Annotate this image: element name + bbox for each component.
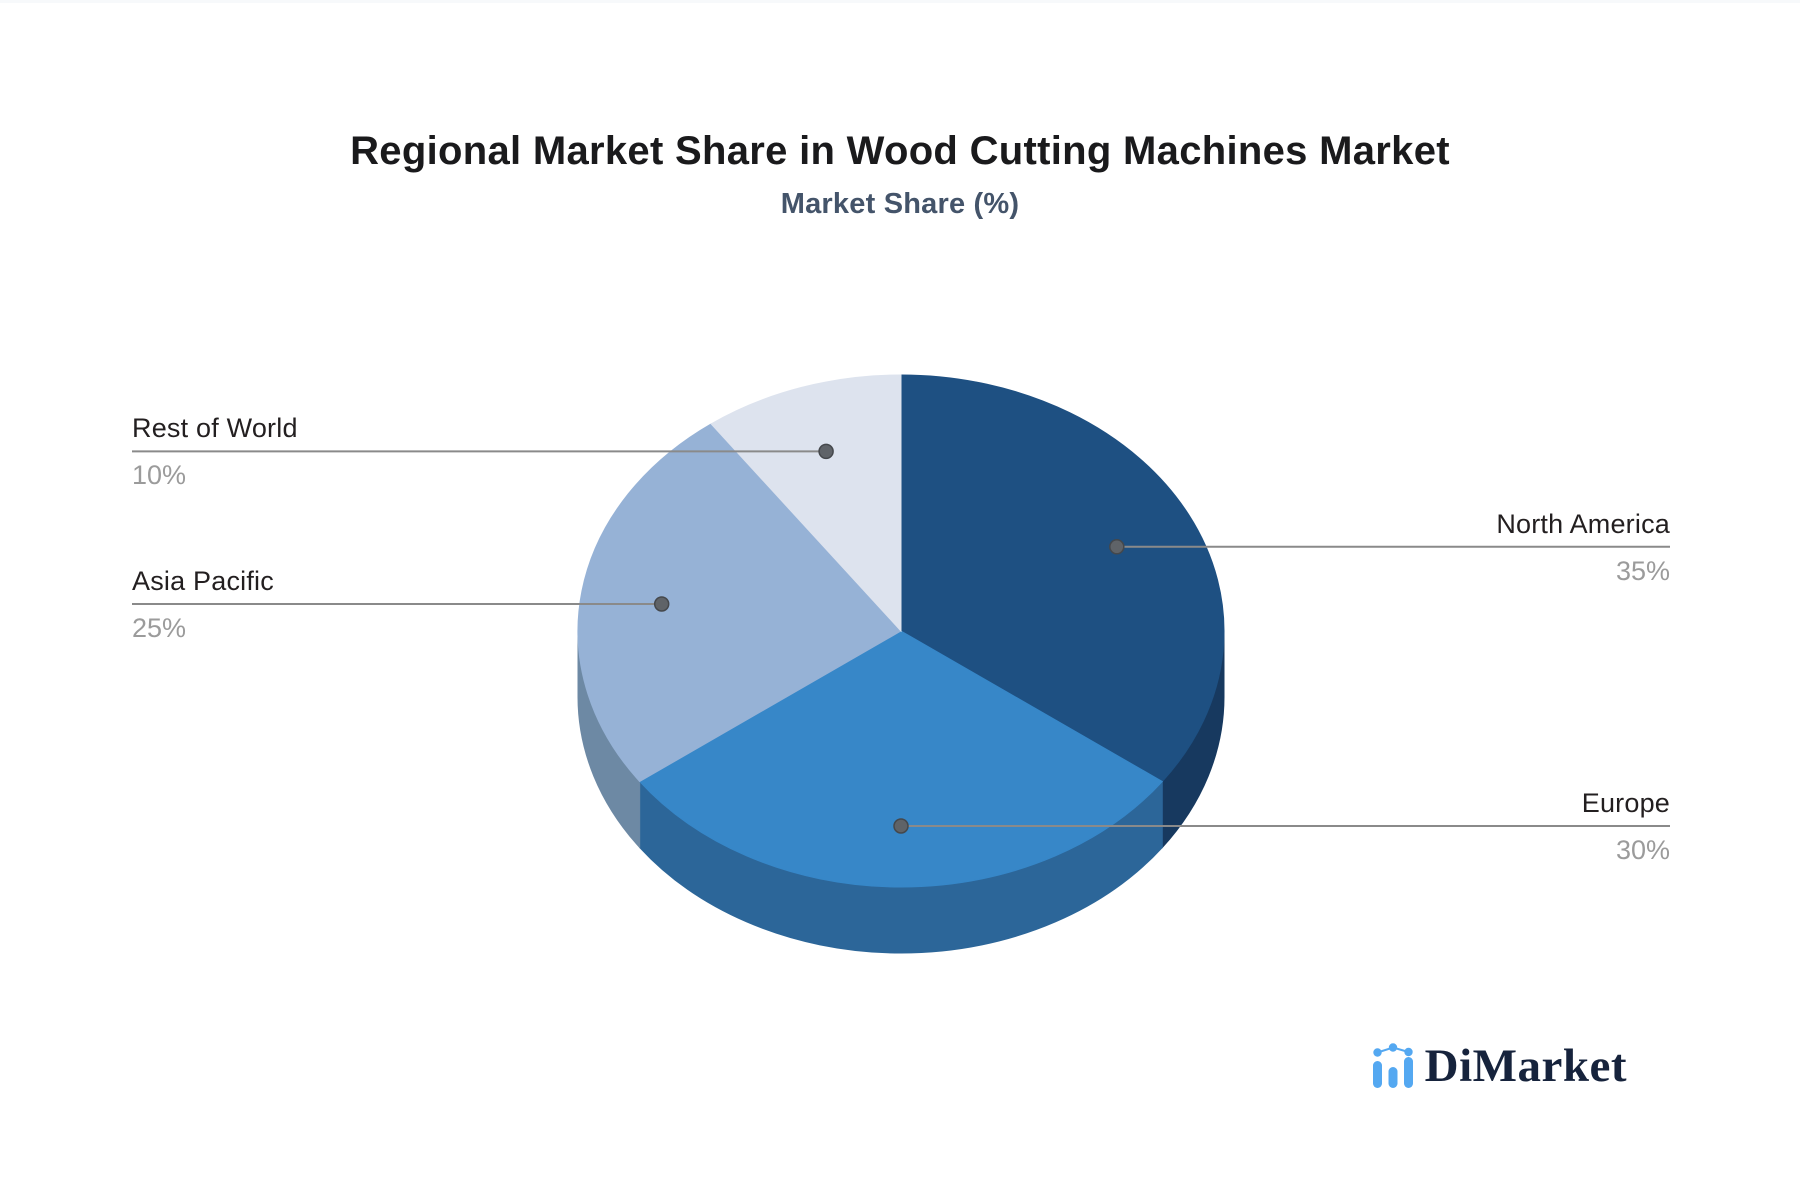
logo-wordmark: DiMarket: [1424, 1040, 1627, 1092]
dimarket-logo: DiMarket: [1371, 1040, 1627, 1092]
pie-slice-rest-of-world: [710, 374, 902, 633]
callout-value: 35%: [1615, 556, 1670, 586]
callout-label: North America: [1496, 509, 1670, 539]
chart-title: Regional Market Share in Wood Cutting Ma…: [350, 129, 1450, 173]
anchor-dot-north-america: [1109, 539, 1125, 555]
callout-value: 25%: [132, 613, 187, 643]
chart-subtitle: Market Share (%): [780, 188, 1020, 220]
callout-value: 30%: [1615, 835, 1670, 865]
pie-slice-north-america: [900, 374, 1225, 783]
callout-value: 10%: [132, 460, 187, 490]
anchor-dot-europe: [893, 818, 909, 834]
pie-slice-europe: [638, 630, 1164, 888]
anchor-dot-asia-pacific: [653, 596, 670, 612]
page-top-edge: [0, 0, 1800, 3]
bar-line-chart-icon: [1372, 1043, 1413, 1088]
callout-label: Asia Pacific: [132, 566, 274, 596]
callout-label: Europe: [1581, 788, 1670, 818]
anchor-dot-rest-of-world: [818, 443, 834, 460]
callout-label: Rest of World: [132, 413, 298, 443]
pie-slice-asia-pacific: [577, 423, 902, 783]
